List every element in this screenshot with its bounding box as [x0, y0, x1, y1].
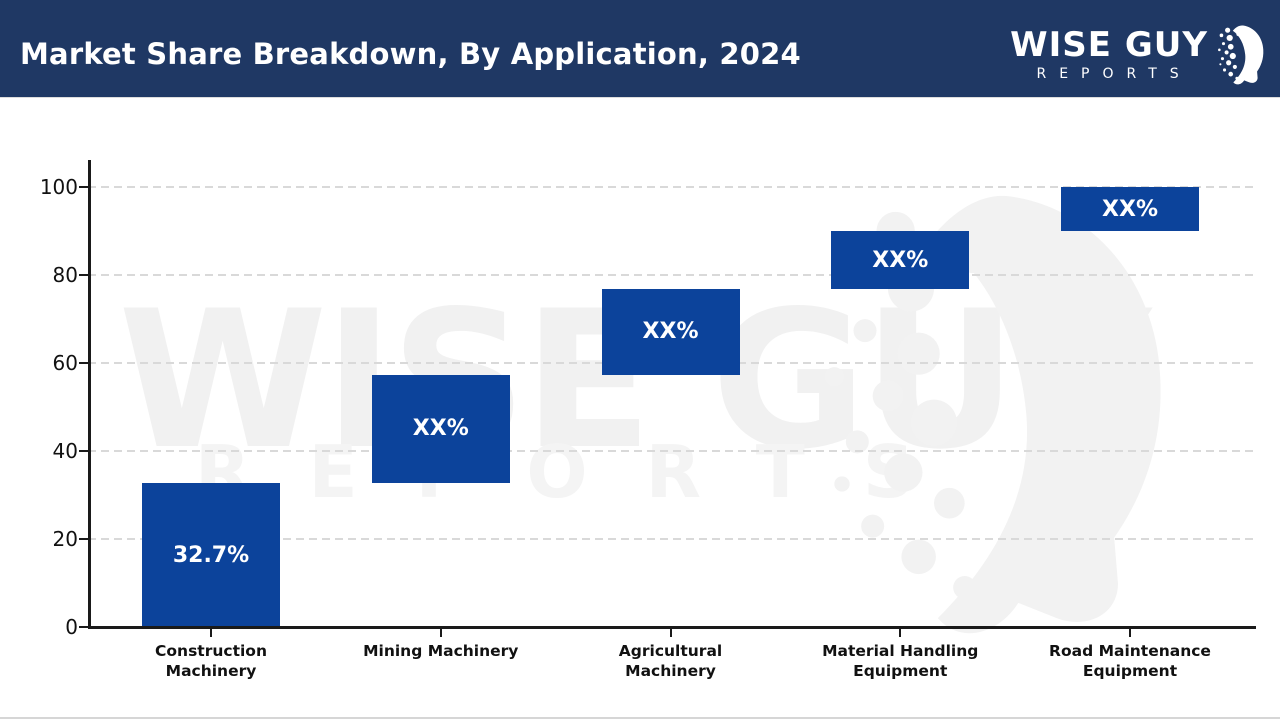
- x-axis-label-line: Agricultural: [618, 642, 723, 660]
- x-axis-label-line: Construction: [155, 642, 267, 660]
- x-axis-label-material-handling-equipment: Material Handling Equipment: [784, 641, 1016, 682]
- x-axis-label-line: Equipment: [1082, 662, 1178, 681]
- x-tick-construction-machinery: [210, 629, 212, 637]
- x-axis-label-line: Equipment: [853, 662, 948, 681]
- bar-value-label: XX%: [872, 247, 929, 273]
- y-tick-80: [79, 274, 88, 276]
- watermark-subtitle: REPORTS: [195, 430, 973, 514]
- bar-value-label: 32.7%: [172, 542, 250, 568]
- y-axis-tick-label: 100: [39, 175, 78, 199]
- x-axis-label-road-maintenance-equipment: Road Maintenance Equipment: [1014, 641, 1246, 682]
- x-axis-label-construction-machinery: Construction Machinery: [95, 641, 327, 682]
- gridline-100: [88, 186, 1256, 188]
- x-tick-agricultural-machinery: [669, 629, 672, 637]
- y-tick-100: [79, 186, 88, 188]
- x-tick-mining-machinery: [439, 629, 442, 637]
- gridline-80: [88, 274, 1256, 276]
- x-axis-label-line: Material Handling: [822, 642, 979, 660]
- x-axis-line: [88, 626, 1256, 629]
- y-axis-tick-label: 80: [52, 263, 78, 287]
- bar-construction-machinery: 32.7%: [142, 483, 280, 627]
- bar-value-label: XX%: [412, 416, 469, 442]
- bottom-divider: [0, 717, 1280, 719]
- x-axis-label-line: Road Maintenance: [1049, 642, 1211, 660]
- bar-road-maintenance-equipment: XX%: [1061, 187, 1199, 231]
- page-title: Market Share Breakdown, By Application, …: [20, 36, 801, 71]
- y-tick-0: [79, 626, 88, 628]
- x-tick-road-maintenance-equipment: [1129, 629, 1131, 637]
- gridline-20: [88, 538, 1256, 540]
- brand-name: WISE GUY: [1010, 25, 1208, 66]
- y-tick-60: [79, 362, 88, 364]
- y-axis-tick-label: 0: [65, 615, 78, 639]
- bar-material-handling-equipment: XX%: [831, 231, 970, 290]
- bar-mining-machinery: XX%: [371, 374, 510, 484]
- x-axis-label-agricultural-machinery: Agricultural Machinery: [555, 641, 787, 682]
- x-axis-label-line: Machinery: [165, 662, 257, 681]
- gridline-40: [88, 450, 1256, 452]
- y-axis-tick-label: 20: [52, 527, 78, 551]
- y-axis-line: [88, 160, 91, 628]
- bar-value-label: XX%: [1102, 196, 1158, 222]
- header-bar: Market Share Breakdown, By Application, …: [0, 0, 1280, 98]
- x-axis-label-mining-machinery: Mining Machinery: [325, 641, 557, 661]
- x-axis-label-line: Machinery: [625, 662, 716, 681]
- x-tick-material-handling-equipment: [899, 629, 902, 637]
- brand-logo: WISE GUY REPORTS: [1010, 24, 1266, 86]
- brand-face-icon: [1212, 24, 1266, 86]
- y-tick-20: [79, 538, 88, 540]
- y-axis-tick-label: 60: [52, 351, 78, 375]
- y-axis-tick-label: 40: [52, 439, 78, 463]
- bar-value-label: XX%: [642, 319, 699, 345]
- brand-subtitle: REPORTS: [1036, 65, 1192, 82]
- y-tick-40: [79, 450, 88, 452]
- x-axis-label-line: Mining Machinery: [363, 642, 519, 660]
- brand-wordmark: WISE GUY REPORTS: [1010, 25, 1208, 82]
- bar-agricultural-machinery: XX%: [601, 289, 740, 375]
